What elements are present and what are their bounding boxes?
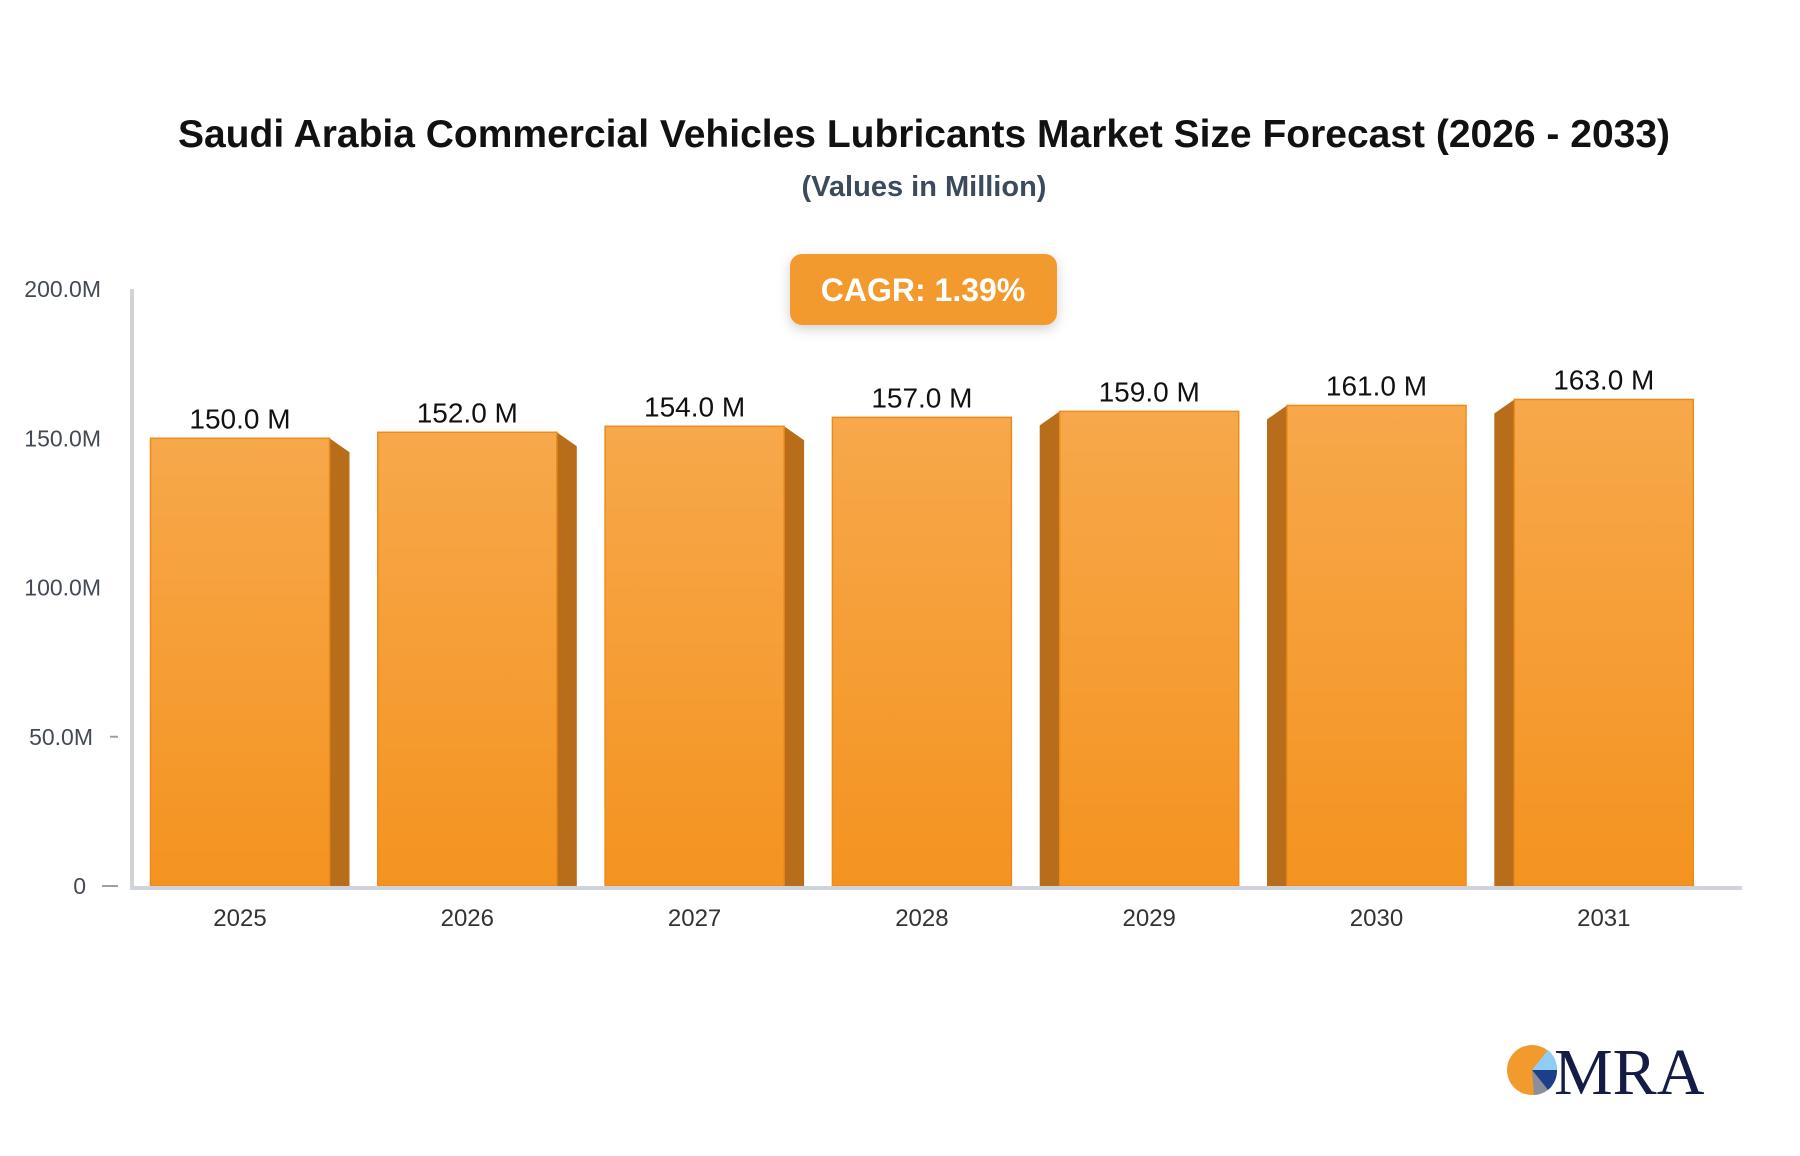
- bar-front: [1513, 398, 1695, 887]
- bar-front: [377, 431, 558, 887]
- y-tick-label: 100.0M: [24, 575, 101, 601]
- bar-front: [1286, 404, 1467, 887]
- bar-side: [556, 432, 577, 886]
- bar-side: [784, 426, 805, 886]
- data-label: 159.0 M: [1099, 376, 1200, 407]
- bar-2031: 163.0 M: [1494, 364, 1695, 887]
- chart-subtitle: (Values in Million): [802, 171, 1047, 203]
- y-tick-label: 200.0M: [24, 276, 101, 302]
- bars: 150.0 M 152.0 M 154.0 M 157.0 M 159.0 M 161.0…: [149, 364, 1695, 887]
- bar-side: [1039, 411, 1060, 886]
- x-tick-label: 2030: [1350, 905, 1403, 932]
- y-axis: 0 50.0M 100.0M 150.0M 200.0M: [24, 276, 118, 899]
- data-label: 154.0 M: [644, 391, 745, 422]
- cagr-badge: CAGR: 1.39%: [790, 254, 1057, 325]
- logo-text: MRA: [1554, 1036, 1705, 1109]
- bar-2025: 150.0 M: [149, 403, 350, 887]
- bar-front: [149, 437, 331, 887]
- data-label: 161.0 M: [1326, 370, 1427, 401]
- x-tick-label: 2028: [895, 905, 948, 932]
- bar-2027: 154.0 M: [604, 391, 805, 887]
- data-label: 157.0 M: [871, 382, 972, 413]
- y-tick-label: 50.0M: [29, 724, 93, 750]
- x-axis: 2025 2026 2027 2028 2029 2030 2031: [213, 905, 1630, 932]
- x-tick-label: 2025: [213, 905, 266, 932]
- bar-front: [604, 425, 785, 887]
- bar-2026: 152.0 M: [377, 397, 577, 887]
- data-label: 163.0 M: [1553, 364, 1654, 395]
- bar-side: [1494, 399, 1515, 886]
- cagr-label: CAGR: 1.39%: [821, 272, 1026, 308]
- data-label: 152.0 M: [417, 397, 518, 428]
- y-tick-label: 150.0M: [24, 425, 101, 451]
- bar-front: [831, 416, 1013, 887]
- bar-2029: 159.0 M: [1039, 376, 1240, 887]
- bar-side: [329, 438, 350, 886]
- bar-side: [1267, 405, 1287, 886]
- x-tick-label: 2031: [1577, 905, 1630, 932]
- bar-2028: 157.0 M: [831, 382, 1013, 887]
- bar-2030: 161.0 M: [1267, 370, 1467, 887]
- chart-title: Saudi Arabia Commercial Vehicles Lubrica…: [178, 113, 1670, 156]
- y-tick-label: 0: [73, 873, 86, 899]
- x-tick-label: 2029: [1123, 905, 1176, 932]
- bar-front: [1058, 410, 1240, 887]
- x-tick-label: 2026: [441, 905, 494, 932]
- mra-logo: MRA: [1507, 1036, 1705, 1109]
- data-label: 150.0 M: [189, 403, 290, 434]
- x-tick-label: 2027: [668, 905, 721, 932]
